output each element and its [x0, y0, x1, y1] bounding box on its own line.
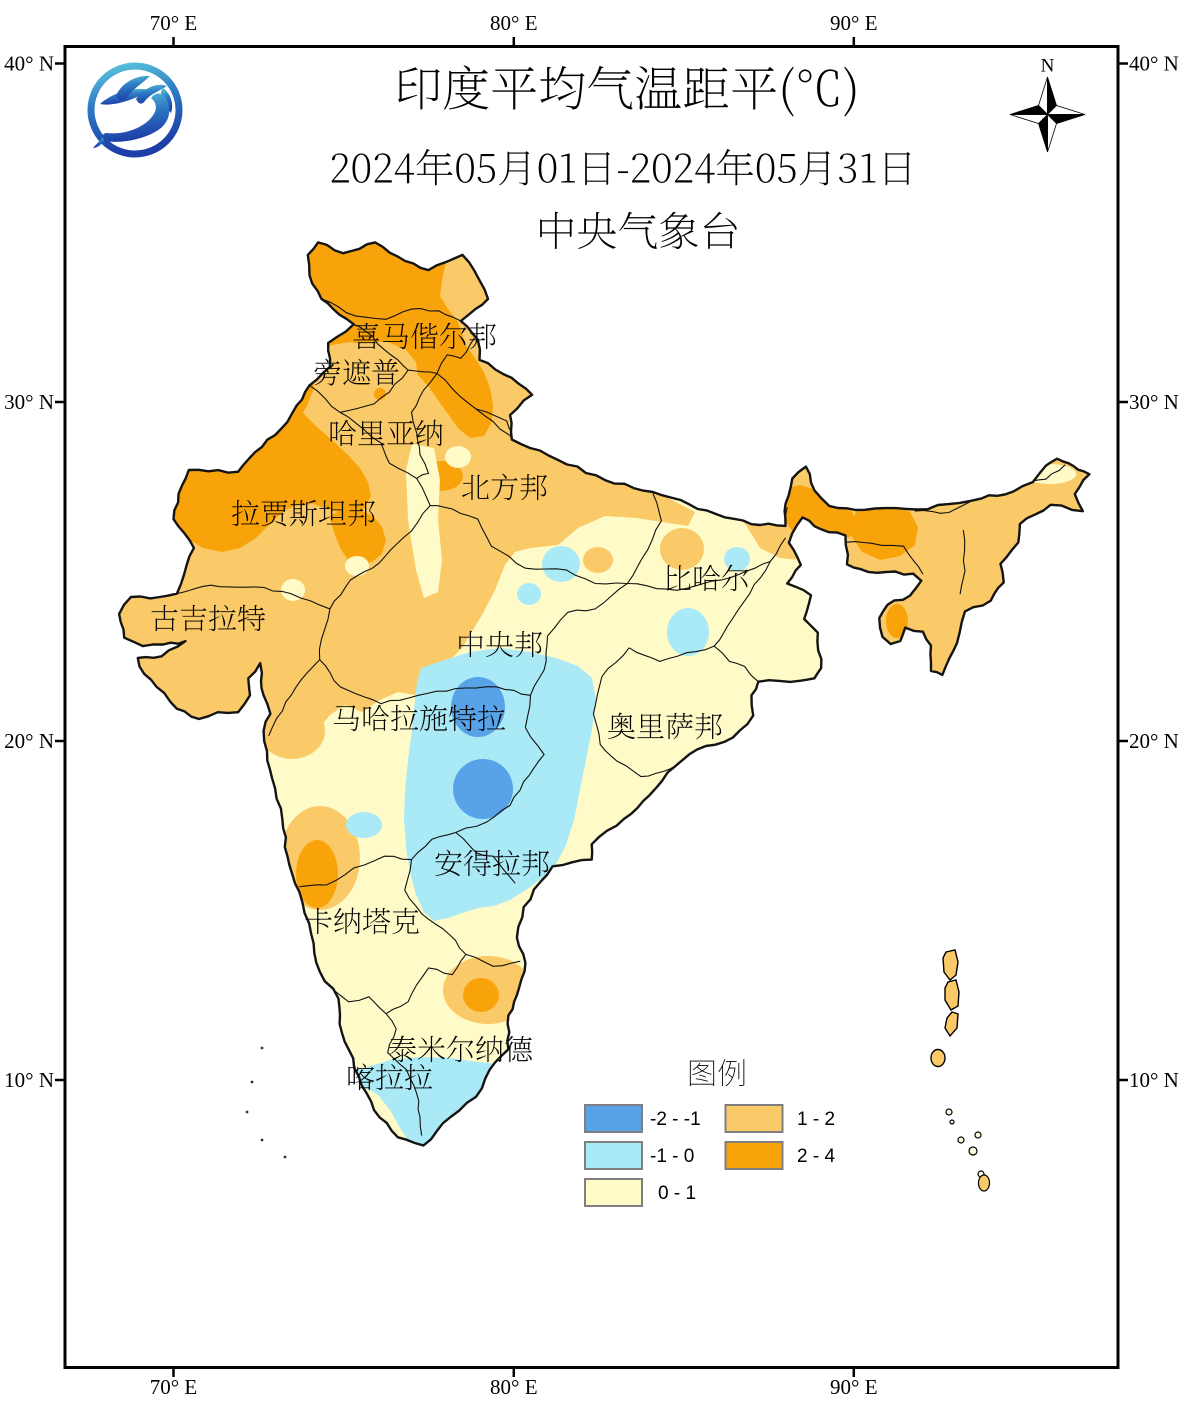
svg-text:80° E: 80° E — [490, 11, 537, 35]
svg-text:70° E: 70° E — [150, 1375, 197, 1399]
svg-text:40° N: 40° N — [1129, 52, 1179, 76]
svg-text:2 - 4: 2 - 4 — [797, 1146, 835, 1167]
svg-text:90° E: 90° E — [830, 1375, 877, 1399]
svg-text:10° N: 10° N — [4, 1068, 54, 1092]
svg-text:-1 - 0: -1 - 0 — [650, 1146, 694, 1167]
svg-text:90° E: 90° E — [830, 11, 877, 35]
svg-text:70° E: 70° E — [150, 11, 197, 35]
svg-text:80° E: 80° E — [490, 1375, 537, 1399]
svg-text:0 - 1: 0 - 1 — [658, 1183, 696, 1204]
svg-text:20° N: 20° N — [4, 729, 54, 753]
svg-text:1 - 2: 1 - 2 — [797, 1109, 835, 1130]
svg-text:-2 - -1: -2 - -1 — [650, 1109, 701, 1130]
svg-text:20° N: 20° N — [1129, 729, 1179, 753]
svg-text:30° N: 30° N — [4, 390, 54, 414]
svg-text:10° N: 10° N — [1129, 1068, 1179, 1092]
svg-text:40° N: 40° N — [4, 52, 54, 76]
svg-text:N: N — [1041, 56, 1055, 77]
svg-text:30° N: 30° N — [1129, 390, 1179, 414]
